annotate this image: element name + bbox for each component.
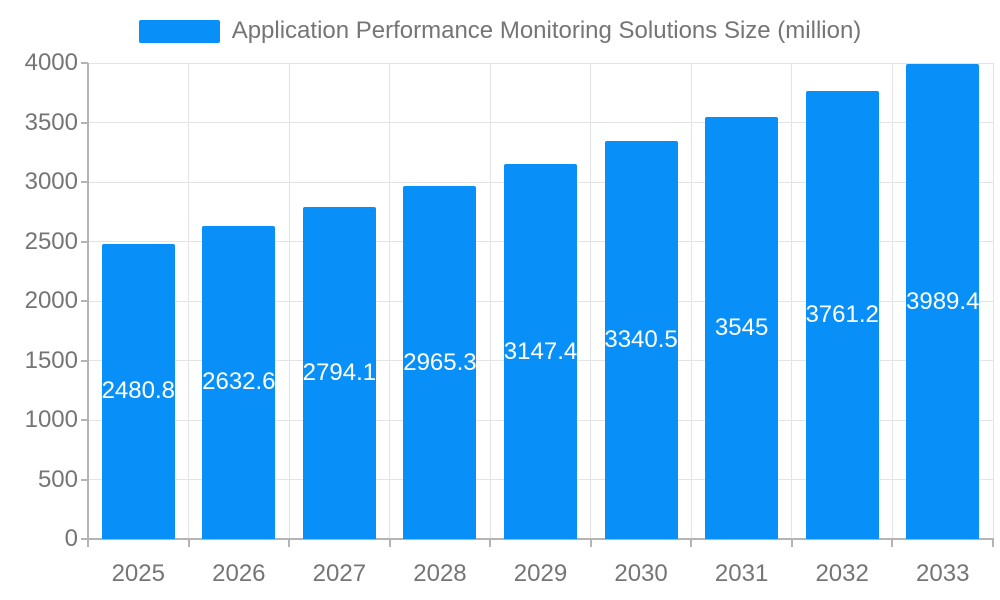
x-tick xyxy=(589,539,592,547)
y-tick-label: 4000 xyxy=(24,49,78,76)
x-tick-label: 2027 xyxy=(312,560,367,587)
x-tick-label: 2025 xyxy=(111,560,165,587)
x-gridline xyxy=(188,63,190,539)
y-tick xyxy=(81,240,88,243)
y-tick xyxy=(81,300,88,302)
y-tick-label: 2000 xyxy=(24,287,78,314)
bar-value-label: 3761.2 xyxy=(805,301,879,329)
bar-value-label: 3989.4 xyxy=(906,287,980,315)
bar xyxy=(705,117,779,539)
bar xyxy=(504,164,577,539)
x-gridline xyxy=(891,63,893,539)
x-tick xyxy=(187,539,190,547)
x-tick xyxy=(690,539,693,547)
legend-label: Application Performance Monitoring Solut… xyxy=(231,17,862,44)
x-gridline xyxy=(690,63,692,539)
x-tick-label: 2028 xyxy=(413,560,467,587)
y-tick-label: 3500 xyxy=(24,108,78,136)
y-tick xyxy=(81,419,88,421)
y-gridline xyxy=(88,122,993,123)
bar-value-label: 2794.1 xyxy=(302,358,377,386)
x-tick xyxy=(790,539,793,547)
x-gridline xyxy=(992,63,994,539)
x-gridline xyxy=(791,63,793,539)
y-tick xyxy=(81,359,88,362)
x-tick xyxy=(992,539,994,547)
y-tick xyxy=(81,62,88,64)
y-tick-label: 2500 xyxy=(24,227,78,255)
y-axis-line xyxy=(87,63,89,541)
x-tick xyxy=(489,539,492,547)
y-gridline xyxy=(88,62,993,64)
bar xyxy=(604,141,678,539)
x-tick-label: 2032 xyxy=(815,560,869,587)
y-tick-label: 3000 xyxy=(24,168,78,195)
bar-value-label: 2965.3 xyxy=(403,348,477,376)
x-tick-label: 2031 xyxy=(714,560,769,587)
bar-value-label: 3545 xyxy=(714,314,769,342)
x-tick xyxy=(288,539,291,547)
x-tick-label: 2026 xyxy=(212,560,266,587)
y-tick xyxy=(81,478,88,481)
bar xyxy=(202,225,276,539)
bar-value-label: 3340.5 xyxy=(604,326,678,354)
y-tick-label: 1500 xyxy=(24,346,78,374)
x-gridline xyxy=(288,63,290,539)
x-tick-label: 2033 xyxy=(916,560,970,587)
bar xyxy=(403,186,477,539)
bar xyxy=(805,91,879,539)
y-tick-label: 0 xyxy=(64,525,78,552)
bar-value-label: 2632.6 xyxy=(202,368,276,396)
x-tick-label: 2029 xyxy=(513,560,568,587)
x-tick-label: 2030 xyxy=(614,560,668,587)
bar-value-label: 3147.4 xyxy=(503,337,578,365)
x-gridline xyxy=(489,63,491,539)
x-tick xyxy=(388,539,391,547)
x-axis-line xyxy=(87,538,994,540)
y-tick-label: 1000 xyxy=(24,406,78,433)
x-tick xyxy=(87,539,89,547)
bar xyxy=(101,243,175,539)
y-tick xyxy=(81,538,88,540)
bar-value-label: 2480.8 xyxy=(101,377,175,405)
legend[interactable]: Application Performance Monitoring Solut… xyxy=(0,17,1000,45)
y-tick xyxy=(81,121,88,124)
x-gridline xyxy=(389,63,391,539)
x-gridline xyxy=(590,63,592,539)
x-tick xyxy=(891,539,894,547)
bar xyxy=(302,206,376,539)
y-tick-label: 500 xyxy=(37,465,78,493)
legend-swatch xyxy=(138,19,220,43)
bar xyxy=(906,64,980,539)
y-tick xyxy=(81,181,88,183)
